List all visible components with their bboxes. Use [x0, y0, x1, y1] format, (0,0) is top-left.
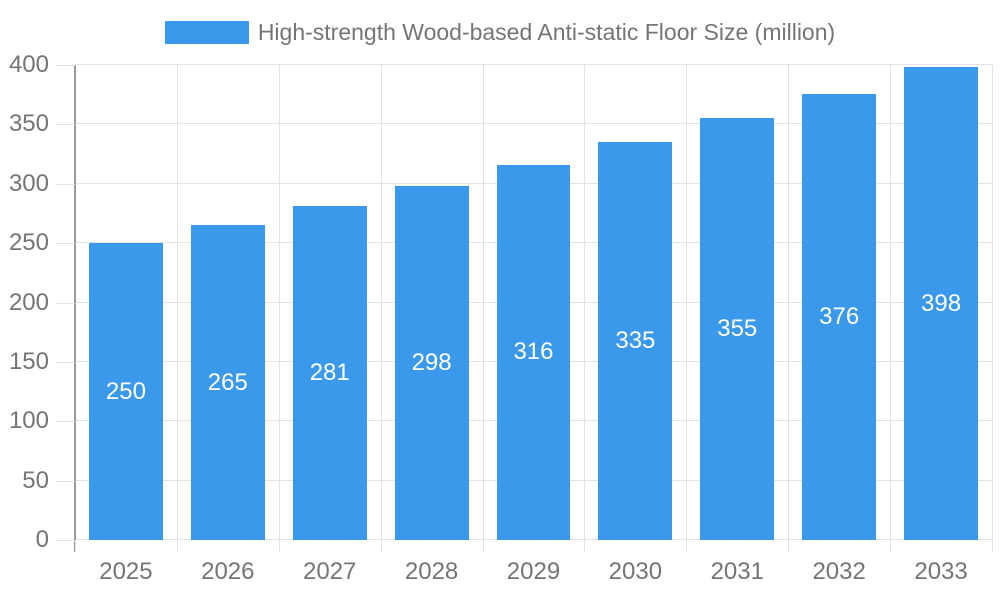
- x-tick-label-2032: 2032: [812, 558, 866, 585]
- bar-2029[interactable]: 316: [496, 164, 571, 540]
- x-tick-mark: [75, 540, 76, 552]
- x-tick-mark: [686, 540, 688, 552]
- bar-2025[interactable]: 250: [88, 243, 163, 540]
- y-tick-mark: [55, 243, 75, 245]
- x-tick-mark: [278, 540, 280, 552]
- y-tick-mark: [55, 421, 75, 423]
- y-gridline: [75, 123, 992, 125]
- bar-value-label: 250: [105, 377, 146, 405]
- x-gridline: [380, 65, 382, 540]
- bar-value-label: 355: [717, 315, 758, 343]
- x-gridline: [686, 65, 688, 540]
- y-tick-label: 400: [8, 51, 49, 78]
- y-tick-label: 150: [8, 347, 49, 375]
- bar-2031[interactable]: 355: [700, 118, 775, 540]
- x-gridline: [482, 65, 484, 540]
- chart-legend[interactable]: High-strength Wood-based Anti-static Flo…: [0, 18, 1000, 46]
- y-tick-label: 200: [8, 288, 49, 316]
- bar-2028[interactable]: 298: [394, 186, 469, 540]
- x-tick-label-2027: 2027: [303, 558, 357, 585]
- legend-label: High-strength Wood-based Anti-static Flo…: [257, 18, 836, 45]
- bar-value-label: 298: [411, 349, 452, 377]
- bar-value-label: 335: [615, 327, 656, 355]
- x-tick-mark: [890, 540, 892, 552]
- x-tick-label-2025: 2025: [99, 558, 153, 585]
- bar-value-label: 265: [207, 368, 248, 396]
- x-tick-label-2028: 2028: [404, 558, 459, 585]
- y-tick-label: 50: [22, 466, 49, 494]
- y-tick-mark: [55, 480, 75, 482]
- bar-value-label: 316: [513, 338, 554, 366]
- x-gridline: [788, 65, 790, 540]
- y-axis-line: [74, 65, 76, 552]
- plot-area: 250 265 281 298 316 335 355 376 398: [75, 64, 993, 540]
- y-tick-mark: [55, 124, 75, 126]
- y-tick-label: 250: [8, 229, 49, 257]
- y-tick-label: 100: [8, 407, 49, 435]
- x-gridline: [890, 65, 892, 540]
- x-tick-label-2026: 2026: [201, 558, 255, 585]
- bar-value-label: 376: [819, 302, 860, 330]
- x-tick-label-2031: 2031: [710, 558, 764, 585]
- y-tick-mark: [55, 65, 75, 66]
- x-tick-mark: [788, 540, 790, 552]
- y-gridline: [75, 64, 992, 65]
- bar-2032[interactable]: 376: [802, 93, 877, 540]
- x-tick-mark: [176, 540, 178, 552]
- x-tick-label-2033: 2033: [914, 558, 968, 585]
- bar-value-label: 398: [921, 289, 962, 317]
- bar-2033[interactable]: 398: [904, 67, 979, 540]
- x-tick-mark: [584, 540, 586, 552]
- y-tick-label: 300: [8, 169, 49, 197]
- x-tick-mark: [380, 540, 382, 552]
- bar-2027[interactable]: 281: [292, 206, 367, 540]
- x-gridline: [278, 65, 280, 540]
- x-gridline: [584, 65, 586, 540]
- x-gridline: [992, 65, 993, 540]
- x-gridline: [176, 65, 178, 540]
- bar-value-label: 281: [309, 359, 350, 387]
- bar-2030[interactable]: 335: [598, 142, 673, 540]
- x-tick-label-2030: 2030: [608, 558, 663, 585]
- x-tick-mark: [992, 540, 993, 552]
- y-tick-mark: [55, 540, 75, 541]
- y-tick-mark: [55, 361, 75, 363]
- x-tick-label-2029: 2029: [506, 558, 561, 585]
- y-tick-mark: [55, 302, 75, 304]
- bar-2026[interactable]: 265: [190, 225, 265, 540]
- y-tick-label: 0: [35, 526, 49, 553]
- x-tick-mark: [482, 540, 484, 552]
- y-tick-mark: [55, 183, 75, 185]
- y-tick-label: 350: [8, 110, 49, 138]
- legend-swatch: [164, 20, 249, 44]
